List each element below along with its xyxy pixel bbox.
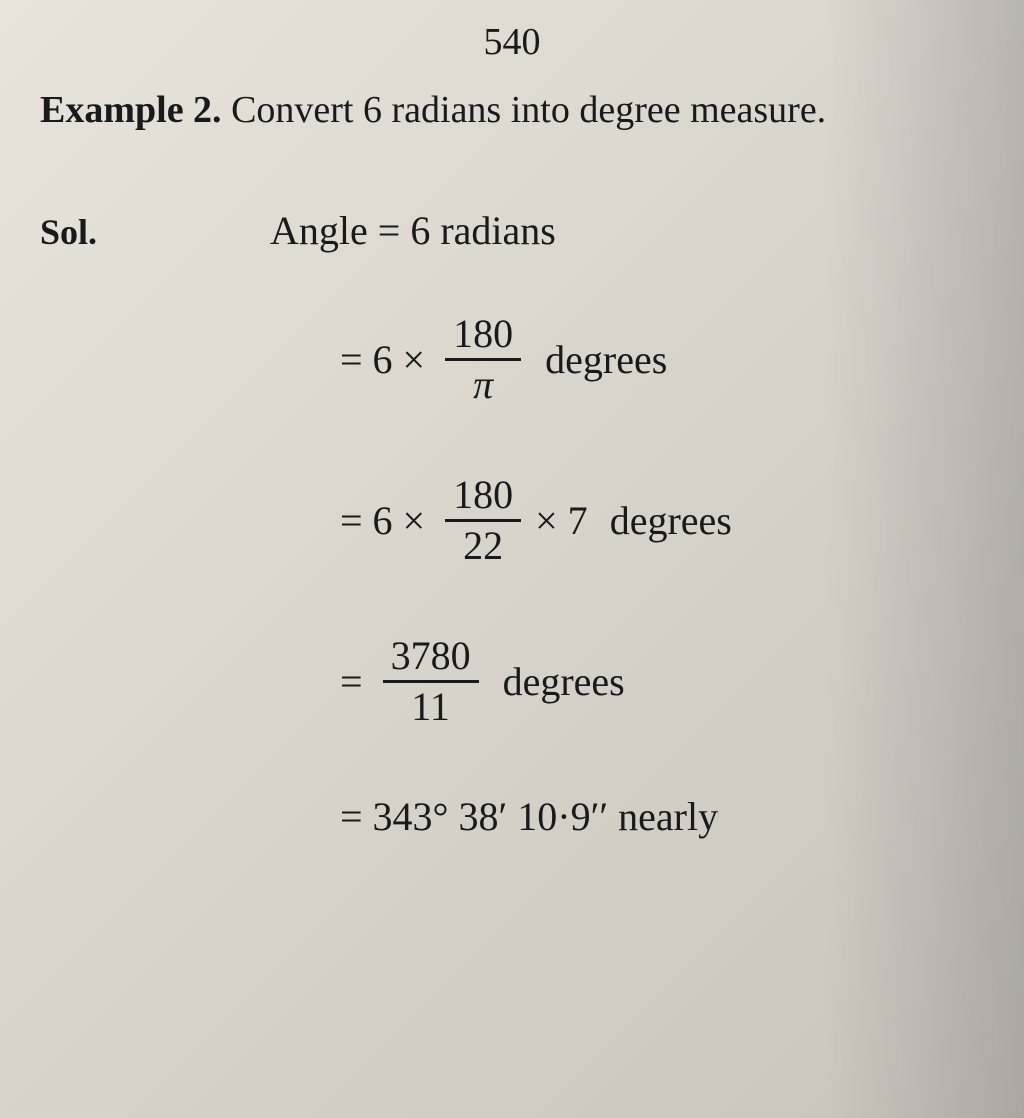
step-4: = 343° 38′ 10·9′′ nearly [340, 797, 984, 837]
solution-label: Sol. [40, 211, 270, 253]
step-2-prefix: = 6 × [340, 501, 425, 541]
step-3-unit: degrees [503, 662, 625, 702]
example-text: Convert 6 radians into degree measure. [231, 89, 826, 131]
step-1-denominator: π [465, 361, 501, 405]
step-2-denominator: 22 [455, 522, 511, 566]
page-number: 540 [40, 20, 984, 64]
solution-row: Sol. Angle = 6 radians [40, 207, 984, 254]
example-label: Example 2. [40, 89, 222, 131]
step-4-text: = 343° 38′ 10·9′′ nearly [340, 797, 718, 837]
step-2-unit: degrees [610, 501, 732, 541]
step-1: = 6 × 180 π degrees [340, 314, 984, 405]
fraction-icon: 3780 11 [383, 636, 479, 727]
step-3-numerator: 3780 [383, 636, 479, 683]
step-2-mid: × 7 [535, 501, 588, 541]
fraction-icon: 180 π [445, 314, 521, 405]
step-1-prefix: = 6 × [340, 340, 425, 380]
step-3: = 3780 11 degrees [340, 636, 984, 727]
step-1-numerator: 180 [445, 314, 521, 361]
step-3-denominator: 11 [403, 683, 458, 727]
example-statement: Example 2. Convert 6 radians into degree… [40, 84, 984, 137]
step-2-numerator: 180 [445, 475, 521, 522]
step-2: = 6 × 180 22 × 7 degrees [340, 475, 984, 566]
step-1-unit: degrees [545, 340, 667, 380]
fraction-icon: 180 22 [445, 475, 521, 566]
solution-given: Angle = 6 radians [270, 207, 556, 254]
step-3-prefix: = [340, 662, 363, 702]
